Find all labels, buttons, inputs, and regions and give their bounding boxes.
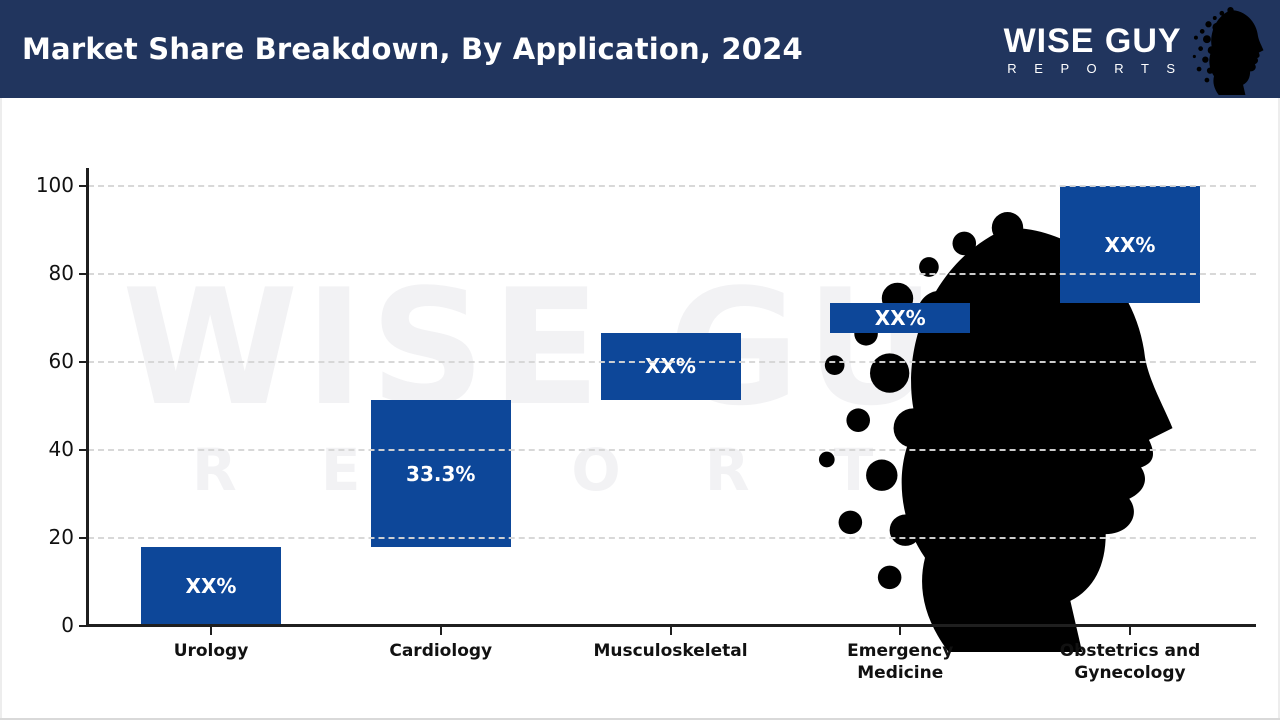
y-tick-label-40: 40 <box>48 437 74 461</box>
x-category-label: Emergency Medicine <box>847 641 954 684</box>
brand-logo-text: WISE GUY R E P O R T S <box>1003 22 1182 76</box>
brand-logo: WISE GUY R E P O R T S <box>1003 0 1266 98</box>
y-tick-100 <box>79 185 87 187</box>
y-tick-label-60: 60 <box>48 349 74 373</box>
gridline-y40 <box>88 449 1256 451</box>
x-tick-1 <box>439 627 442 635</box>
bar-urology: XX% <box>141 546 281 626</box>
x-category-label: Urology <box>173 641 249 661</box>
y-tick-label-80: 80 <box>48 261 74 285</box>
bar-musculoskeletal: XX% <box>600 332 741 401</box>
x-category-label: Obstetrics and Gynecology <box>1059 641 1201 684</box>
bar-value-label: 33.3% <box>406 461 476 486</box>
x-category-label: Cardiology <box>389 641 493 661</box>
brand-subtitle: R E P O R T S <box>1007 60 1182 76</box>
x-tick-2 <box>669 627 672 635</box>
y-tick-60 <box>79 361 87 363</box>
bar-value-label: XX% <box>185 574 237 599</box>
y-tick-40 <box>79 449 87 451</box>
y-tick-label-20: 20 <box>48 525 74 549</box>
y-tick-label-100: 100 <box>35 173 74 197</box>
bar-cardiology: 33.3% <box>370 400 511 547</box>
gridline-y20 <box>88 537 1256 539</box>
dotted-head-icon <box>1184 7 1266 95</box>
header: Market Share Breakdown, By Application, … <box>0 0 1280 98</box>
bar-value-label: XX% <box>1104 232 1156 257</box>
bar-emergency-medicine: XX% <box>830 303 971 333</box>
y-tick-label-0: 0 <box>61 613 74 637</box>
y-tick-80 <box>79 273 87 275</box>
y-tick-0 <box>79 625 87 627</box>
x-axis-line <box>86 624 1256 627</box>
bar-value-label: XX% <box>874 305 926 330</box>
x-tick-3 <box>899 627 902 635</box>
x-category-label: Musculoskeletal <box>593 641 748 661</box>
gridline-y80 <box>88 273 1256 275</box>
gridline-y60 <box>88 361 1256 363</box>
brand-name: WISE GUY <box>1003 22 1182 61</box>
y-tick-20 <box>79 537 87 539</box>
y-axis-line <box>86 168 89 627</box>
bar-obstetrics-and-gynecology: XX% <box>1060 186 1200 304</box>
x-tick-0 <box>210 627 212 635</box>
gridline-y100 <box>88 185 1256 187</box>
bar-value-label: XX% <box>645 354 696 379</box>
x-tick-4 <box>1129 627 1131 635</box>
page-title: Market Share Breakdown, By Application, … <box>22 32 803 66</box>
